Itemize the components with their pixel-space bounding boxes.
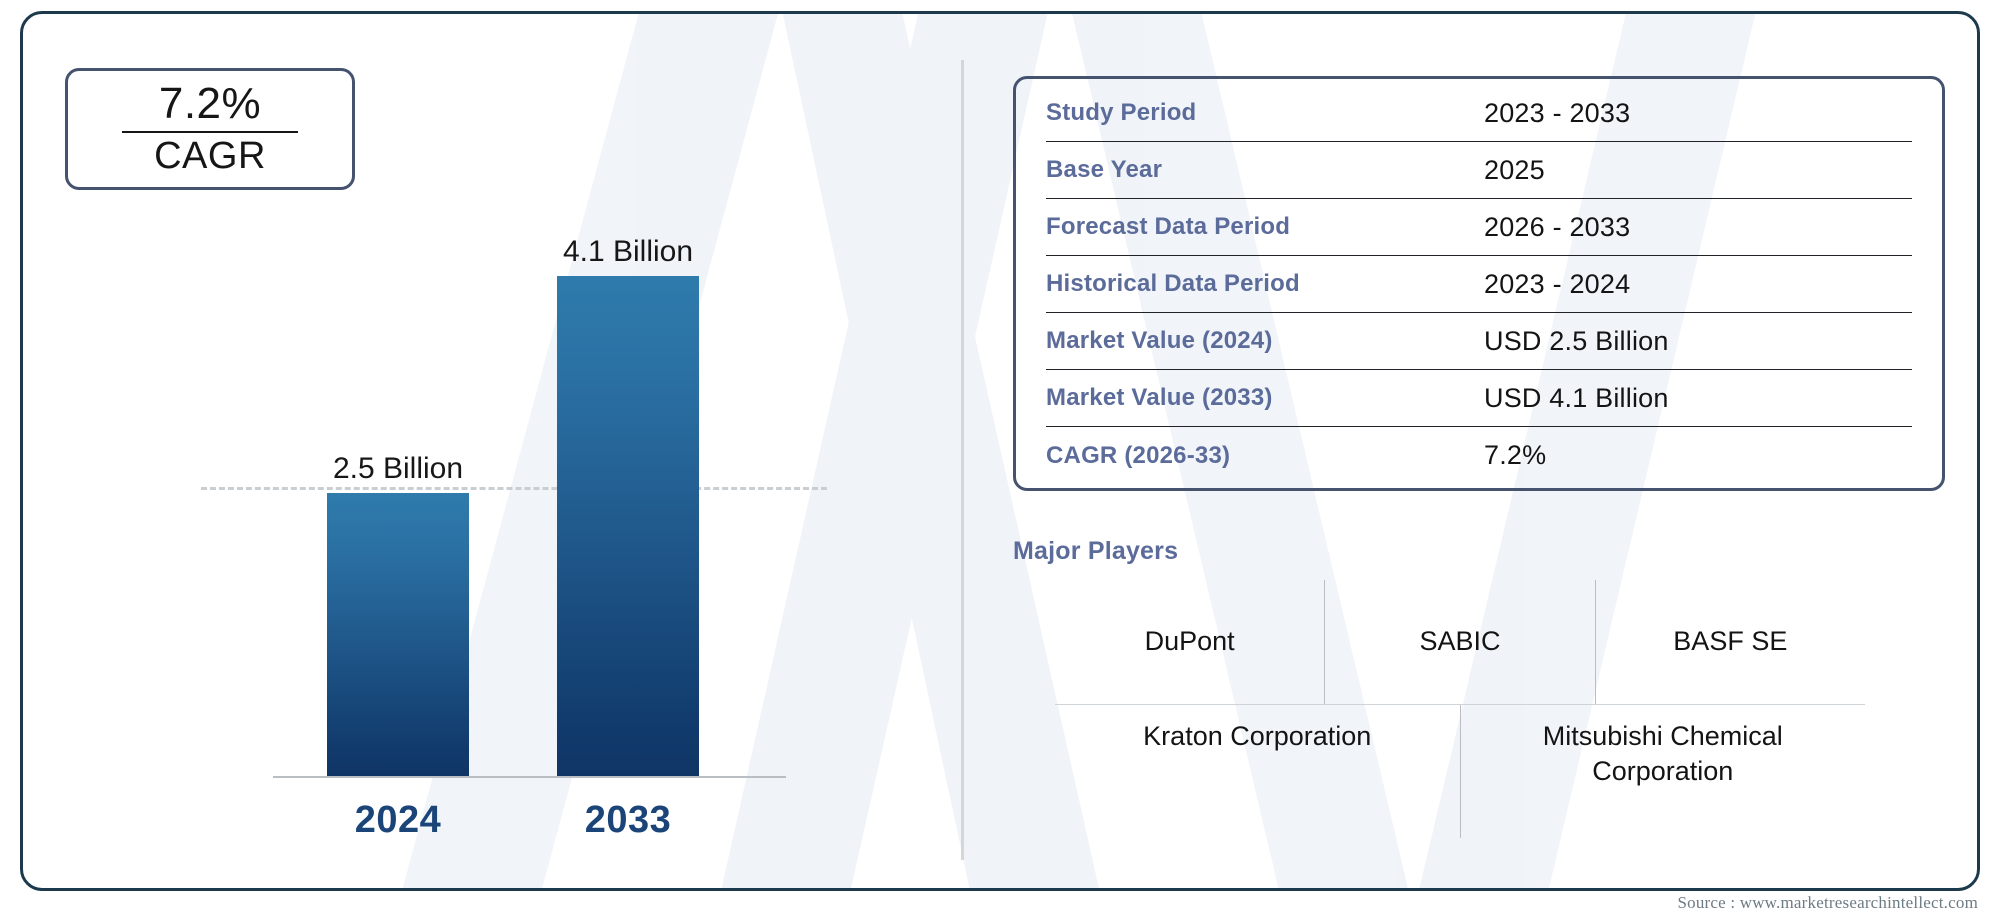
panel-divider <box>961 60 964 860</box>
cagr-divider <box>122 130 298 133</box>
table-row: Base Year 2025 <box>1046 142 1912 199</box>
spec-key: CAGR (2026-33) <box>1046 441 1231 469</box>
details-panel: Study Period 2023 - 2033 Base Year 2025 … <box>985 14 1963 888</box>
player-item: Mitsubishi Chemical Corporation <box>1459 705 1866 838</box>
spec-key: Base Year <box>1046 156 1163 183</box>
player-item: SABIC <box>1324 580 1594 704</box>
table-row: Forecast Data Period 2026 - 2033 <box>1046 199 1912 256</box>
reference-dashed-line <box>201 487 827 490</box>
spec-value: 7.2% <box>1484 440 1547 470</box>
bar-2033 <box>557 276 699 776</box>
x-axis-line <box>273 776 786 778</box>
major-players-row-1: DuPont SABIC BASF SE <box>1055 580 1865 704</box>
spec-key: Market Value (2033) <box>1046 384 1273 411</box>
player-item: Kraton Corporation <box>1143 721 1372 751</box>
spec-value: 2023 - 2033 <box>1484 97 1631 128</box>
bar-value-label-2033: 4.1 Billion <box>562 235 694 268</box>
spec-value: 2026 - 2033 <box>1484 211 1631 242</box>
table-row: Market Value (2033) USD 4.1 Billion <box>1046 370 1912 427</box>
table-row: CAGR (2026-33) 7.2% <box>1046 427 1912 484</box>
spec-value: 2023 - 2024 <box>1484 268 1631 299</box>
spec-value: USD 4.1 Billion <box>1484 382 1669 413</box>
major-players-grid: DuPont SABIC BASF SE Kraton Corporation … <box>1055 580 1865 838</box>
table-row: Study Period 2023 - 2033 <box>1046 85 1912 142</box>
market-spec-table: Study Period 2023 - 2033 Base Year 2025 … <box>1013 76 1945 491</box>
spec-key: Forecast Data Period <box>1046 213 1291 240</box>
cagr-badge: 7.2% CAGR <box>65 68 355 190</box>
bar-chart: 4.1 Billion 2.5 Billion 2024 2033 <box>23 184 963 884</box>
major-players-row-2: Kraton Corporation Mitsubishi Chemical C… <box>1055 704 1865 838</box>
spec-key: Market Value (2024) <box>1046 327 1273 354</box>
bar-value-label-2024: 2.5 Billion <box>332 452 464 485</box>
player-item: DuPont <box>1144 626 1235 657</box>
major-players-title: Major Players <box>1013 537 1179 565</box>
spec-value: USD 2.5 Billion <box>1484 325 1669 356</box>
cagr-value: 7.2% <box>158 79 262 129</box>
table-row: Market Value (2024) USD 2.5 Billion <box>1046 313 1912 370</box>
player-item: BASF SE <box>1594 580 1865 704</box>
chart-panel: 7.2% CAGR 4.1 Billion 2.5 Billion 2024 2… <box>23 14 963 888</box>
outer-frame: 7.2% CAGR 4.1 Billion 2.5 Billion 2024 2… <box>20 11 1980 891</box>
x-tick-label-2024: 2024 <box>354 799 442 841</box>
table-row: Historical Data Period 2023 - 2024 <box>1046 256 1912 313</box>
x-tick-label-2033: 2033 <box>584 799 672 841</box>
cagr-label: CAGR <box>154 134 266 177</box>
spec-key: Historical Data Period <box>1046 270 1300 297</box>
spec-key: Study Period <box>1046 99 1197 126</box>
spec-value: 2025 <box>1484 154 1545 185</box>
source-attribution: Source : www.marketresearchintellect.com <box>1677 893 1978 912</box>
bar-2024 <box>327 493 469 776</box>
